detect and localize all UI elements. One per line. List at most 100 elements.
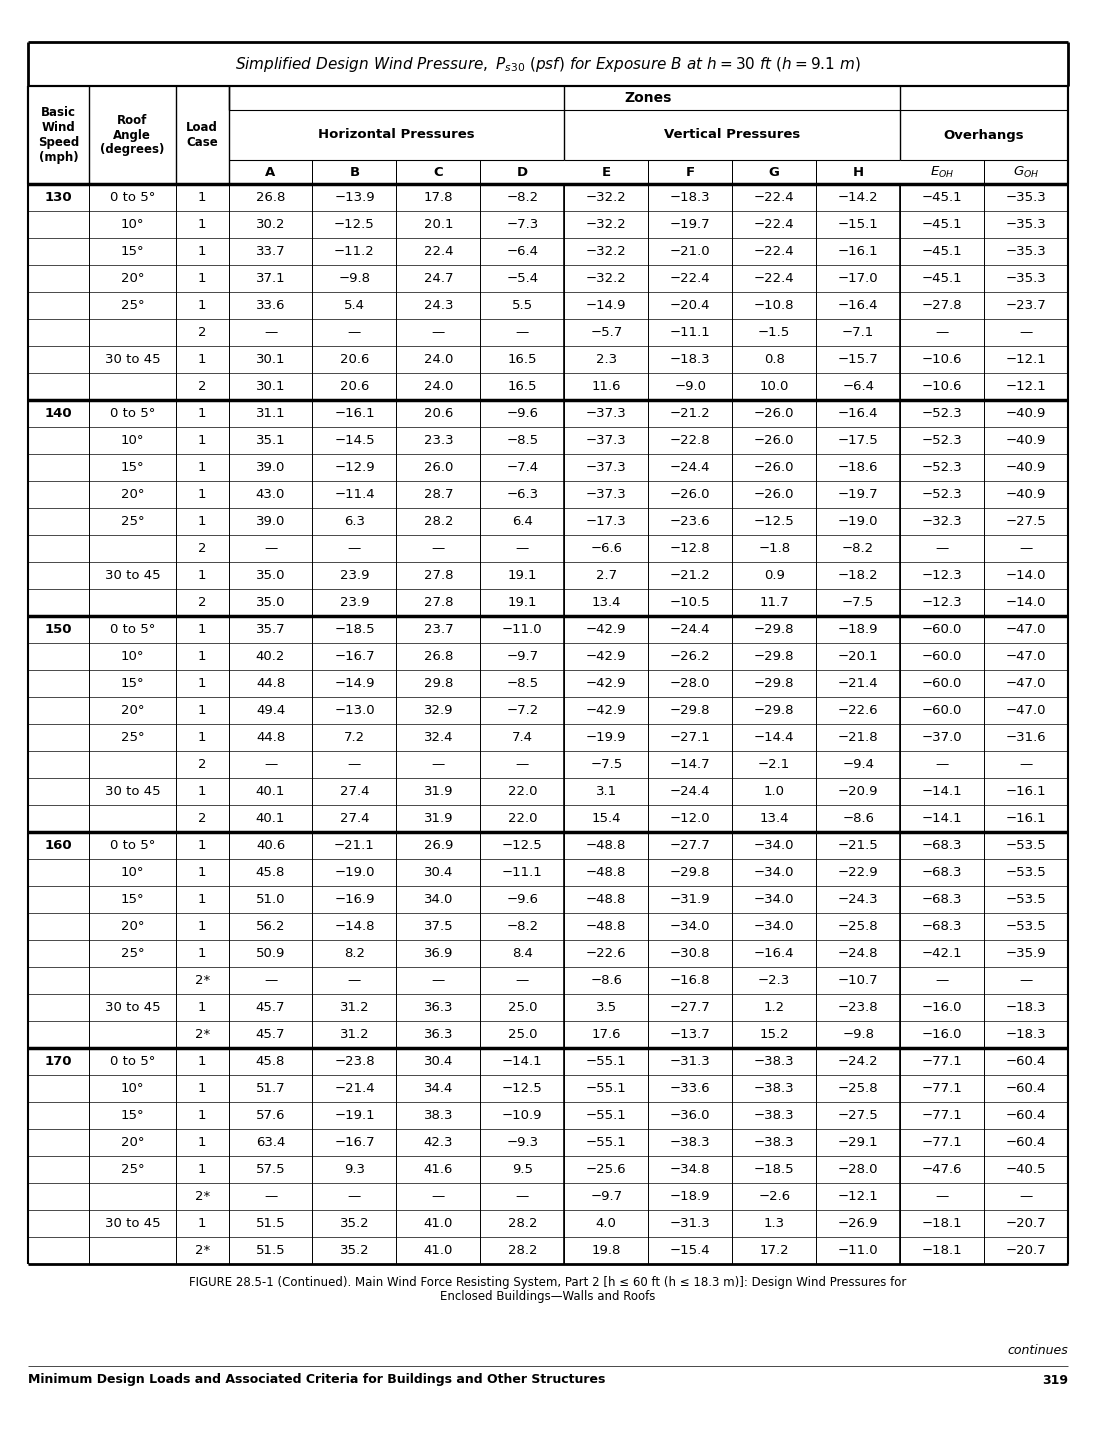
Text: 36.3: 36.3 [424,1001,453,1014]
Text: −19.0: −19.0 [334,866,374,879]
Text: 8.4: 8.4 [511,947,533,959]
Text: 5.5: 5.5 [511,299,533,312]
Text: 7.4: 7.4 [511,730,533,745]
Text: 1: 1 [198,1001,207,1014]
Bar [28,481,1068,508]
Text: 39.0: 39.0 [256,516,285,528]
Text: 34.4: 34.4 [424,1083,453,1095]
Bar [28,670,1068,697]
Text: −12.8: −12.8 [670,541,711,556]
Text: 1.0: 1.0 [763,785,785,798]
Text: —: — [516,1190,529,1203]
Text: −11.4: −11.4 [334,488,374,501]
Text: −5.7: −5.7 [590,326,622,339]
Text: 27.8: 27.8 [424,569,453,581]
Text: −29.8: −29.8 [670,705,711,717]
Text: −16.0: −16.0 [922,1028,963,1041]
Text: 17.6: 17.6 [591,1028,621,1041]
Text: −47.0: −47.0 [1006,677,1047,690]
Text: 1: 1 [198,919,207,934]
Text: −1.5: −1.5 [758,326,791,339]
Text: −7.3: −7.3 [506,218,539,231]
Text: 1: 1 [198,1163,207,1176]
Text: 24.3: 24.3 [424,299,453,312]
Text: −31.3: −31.3 [670,1217,711,1230]
Text: −21.4: −21.4 [334,1083,374,1095]
Bar [28,1156,1068,1183]
Text: 13.4: 13.4 [760,812,788,825]
Text: —: — [1019,326,1033,339]
Text: 30.4: 30.4 [424,866,453,879]
Bar [28,886,1068,914]
Text: 1: 1 [198,894,207,906]
Text: −15.1: −15.1 [838,218,878,231]
Text: 30.2: 30.2 [256,218,286,231]
Text: Enclosed Buildings—Walls and Roofs: Enclosed Buildings—Walls and Roofs [440,1290,656,1303]
Text: −7.2: −7.2 [506,705,539,717]
Bar [28,265,1068,292]
Text: 130: 130 [45,190,72,203]
Text: −38.3: −38.3 [753,1055,795,1068]
Text: −17.0: −17.0 [838,272,878,285]
Text: 22.0: 22.0 [508,785,538,798]
Text: 0 to 5°: 0 to 5° [110,623,155,636]
Text: 1: 1 [198,218,207,231]
Text: 41.0: 41.0 [424,1244,453,1257]
Text: 30 to 45: 30 to 45 [104,785,160,798]
Text: 20.6: 20.6 [424,407,453,420]
Text: −38.3: −38.3 [753,1108,795,1123]
Text: 1: 1 [198,839,207,852]
Text: −23.7: −23.7 [1005,299,1047,312]
Text: −21.5: −21.5 [838,839,878,852]
Text: −12.5: −12.5 [753,516,795,528]
Text: 1: 1 [198,516,207,528]
Text: —: — [264,326,277,339]
Text: −31.6: −31.6 [1005,730,1047,745]
Text: −42.9: −42.9 [586,623,626,636]
Text: −15.7: −15.7 [838,354,878,367]
Text: 3.5: 3.5 [596,1001,616,1014]
Text: —: — [348,326,361,339]
Text: −48.8: −48.8 [586,919,626,934]
Text: —: — [935,974,948,987]
Text: −47.0: −47.0 [1006,650,1047,663]
Text: 20°: 20° [120,488,145,501]
Text: −27.8: −27.8 [922,299,963,312]
Text: 10.0: 10.0 [760,379,788,392]
Text: —: — [516,758,529,770]
Text: 10°: 10° [120,1083,145,1095]
Text: −31.3: −31.3 [670,1055,711,1068]
Text: 38.3: 38.3 [424,1108,453,1123]
Text: −18.3: −18.3 [1005,1028,1047,1041]
Text: −14.1: −14.1 [502,1055,543,1068]
Text: −16.1: −16.1 [838,245,878,258]
Text: −29.8: −29.8 [754,705,795,717]
Text: −29.8: −29.8 [754,677,795,690]
Text: −11.1: −11.1 [502,866,543,879]
Text: 7.2: 7.2 [344,730,365,745]
Text: −32.2: −32.2 [586,190,626,203]
Text: —: — [348,758,361,770]
Text: −16.9: −16.9 [334,894,374,906]
Text: −12.3: −12.3 [922,596,963,609]
Text: −53.5: −53.5 [1005,866,1047,879]
Text: F: F [685,166,695,179]
Text: −29.1: −29.1 [838,1136,878,1148]
Text: 40.6: 40.6 [256,839,285,852]
Text: −21.0: −21.0 [670,245,711,258]
Text: 2*: 2* [195,1190,210,1203]
Text: −24.4: −24.4 [670,623,711,636]
Text: 20°: 20° [120,1136,145,1148]
Text: 1: 1 [198,730,207,745]
Text: −25.8: −25.8 [838,1083,878,1095]
Text: 9.5: 9.5 [511,1163,533,1176]
Text: —: — [1019,541,1033,556]
Text: −8.5: −8.5 [506,434,539,447]
Text: 28.7: 28.7 [424,488,453,501]
Text: 28.2: 28.2 [508,1217,538,1230]
Text: —: — [935,1190,948,1203]
Text: 2: 2 [198,379,207,392]
Text: 35.2: 35.2 [339,1217,369,1230]
Text: −18.1: −18.1 [922,1244,963,1257]
Bar [28,292,1068,319]
